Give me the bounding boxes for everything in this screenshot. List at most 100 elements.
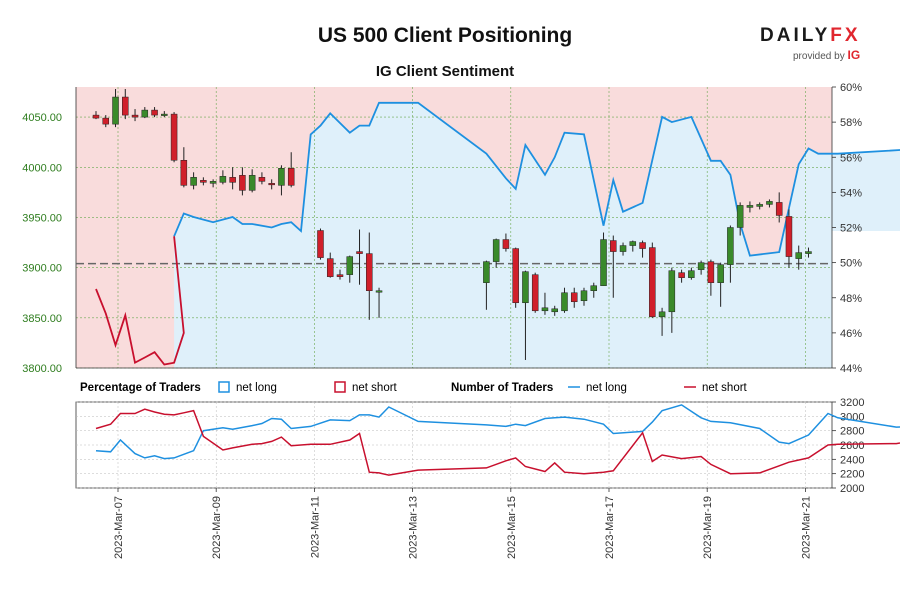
candle-body: [200, 180, 207, 183]
legend-long-pct-swatch: [218, 381, 230, 393]
candle-body: [258, 177, 266, 182]
candle-body: [746, 205, 754, 208]
legend-long-num-label: net long: [586, 382, 627, 394]
logo-wordmark: DAILYFX: [760, 25, 870, 47]
x-tick-label: 2023-Mar-11: [309, 496, 321, 558]
x-axis: 2023-Mar-07 2023-Mar-09 2023-Mar-11 2023-Ma…: [113, 488, 812, 559]
net-long-pct-line: [173, 101, 900, 257]
candle-body: [580, 290, 588, 302]
candle-body: [268, 183, 275, 186]
candle-body: [639, 242, 646, 249]
x-tick-label: 2023-Mar-15: [506, 496, 518, 559]
candle-body: [248, 175, 256, 191]
candle-body: [209, 181, 217, 184]
candle-body: [112, 96, 119, 125]
pct-tick-label: 60%: [840, 82, 862, 94]
candle-body: [190, 177, 197, 186]
pct-tick-label: 52%: [840, 223, 862, 235]
price-tick-label: 3800.00: [22, 363, 62, 375]
candle-body: [278, 168, 285, 186]
candle-body: [356, 251, 363, 254]
pct-tick-label: 56%: [840, 152, 862, 164]
x-tick-label: 2023-Mar-09: [211, 496, 223, 559]
net-short-pct-line: [95, 236, 185, 366]
x-tick-label: 2023-Mar-07: [113, 496, 125, 559]
pct-tick-label: 54%: [840, 187, 862, 199]
candle-body: [697, 262, 705, 270]
candle-body: [180, 160, 188, 186]
count-tick-label: 3200: [840, 397, 864, 409]
candle-body: [590, 285, 598, 291]
logo-brand: IG: [847, 48, 861, 62]
count-tick-label: 2400: [840, 454, 864, 466]
logo-tagline: provided by IG: [760, 48, 870, 62]
candle-body: [287, 168, 295, 186]
candle-body: [717, 264, 724, 283]
logo-word-fx: FX: [830, 25, 861, 46]
candle-body: [649, 247, 656, 318]
candle-body: [141, 109, 149, 118]
candle-body: [502, 239, 510, 249]
x-tick-label: 2023-Mar-17: [604, 496, 616, 559]
candle-body: [795, 252, 802, 259]
candle-body: [131, 114, 139, 118]
count-tick-label: 2600: [840, 440, 864, 452]
pct-tick-label: 48%: [840, 293, 862, 305]
candle-body: [102, 117, 110, 125]
pct-tick-label: 50%: [840, 258, 862, 270]
candle-body: [326, 258, 334, 277]
candle-body: [122, 96, 129, 116]
count-tick-label: 2800: [840, 426, 864, 438]
legend-row: Percentage of Traders net long net short…: [80, 381, 748, 394]
candle-body: [629, 241, 637, 246]
chart-title: US 500 Client Positioning: [317, 24, 573, 47]
candle-body: [170, 113, 178, 161]
price-tick-label: 3850.00: [22, 313, 62, 325]
long-zone-area: [174, 102, 900, 368]
candle-body: [492, 239, 500, 262]
candle-body: [346, 256, 354, 275]
candle-body: [707, 261, 715, 283]
candle-body: [668, 270, 676, 313]
legend-percentage-title: Percentage of Traders: [80, 382, 201, 394]
logo-word-daily: DAILY: [760, 25, 831, 46]
candle-body: [366, 253, 373, 291]
candle-body: [317, 230, 324, 258]
candle-body: [756, 204, 763, 207]
candle-body: [229, 177, 236, 183]
candle-body: [522, 271, 529, 304]
candle-body: [531, 274, 539, 312]
net-long-count-line: [95, 404, 900, 460]
legend-number-title: Number of Traders: [451, 382, 553, 394]
candle-body: [219, 176, 227, 183]
candle-body: [483, 261, 490, 283]
candle-body: [92, 114, 100, 119]
price-tick-label: 4000.00: [22, 162, 62, 174]
candle-body: [619, 245, 627, 252]
price-tick-label: 4050.00: [22, 112, 62, 124]
count-tick-label: 2000: [840, 483, 864, 495]
legend-short-num-label: net short: [702, 382, 748, 394]
net-short-count-line: [95, 408, 900, 476]
price-tick-label: 3900.00: [22, 263, 62, 275]
x-tick-label: 2023-Mar-13: [408, 496, 420, 559]
candle-body: [736, 205, 744, 228]
dailyfx-logo: DAILYFX provided by IG: [760, 25, 870, 62]
candle-body: [512, 248, 519, 304]
candle-body: [785, 216, 793, 257]
candle-body: [551, 308, 558, 313]
pct-tick-label: 44%: [840, 363, 862, 375]
chart-subtitle: IG Client Sentiment: [375, 63, 515, 80]
price-tick-label: 3950.00: [22, 212, 62, 224]
x-tick-label: 2023-Mar-21: [800, 496, 812, 559]
candle-body: [336, 274, 344, 277]
legend-short-pct-swatch: [334, 381, 346, 393]
candle-body: [766, 201, 773, 205]
candle-body: [151, 109, 158, 116]
candle-body: [658, 311, 666, 318]
legend-short-pct-label: net short: [352, 382, 398, 394]
logo-provided-by: provided by: [793, 51, 845, 62]
candle-body: [161, 113, 168, 116]
